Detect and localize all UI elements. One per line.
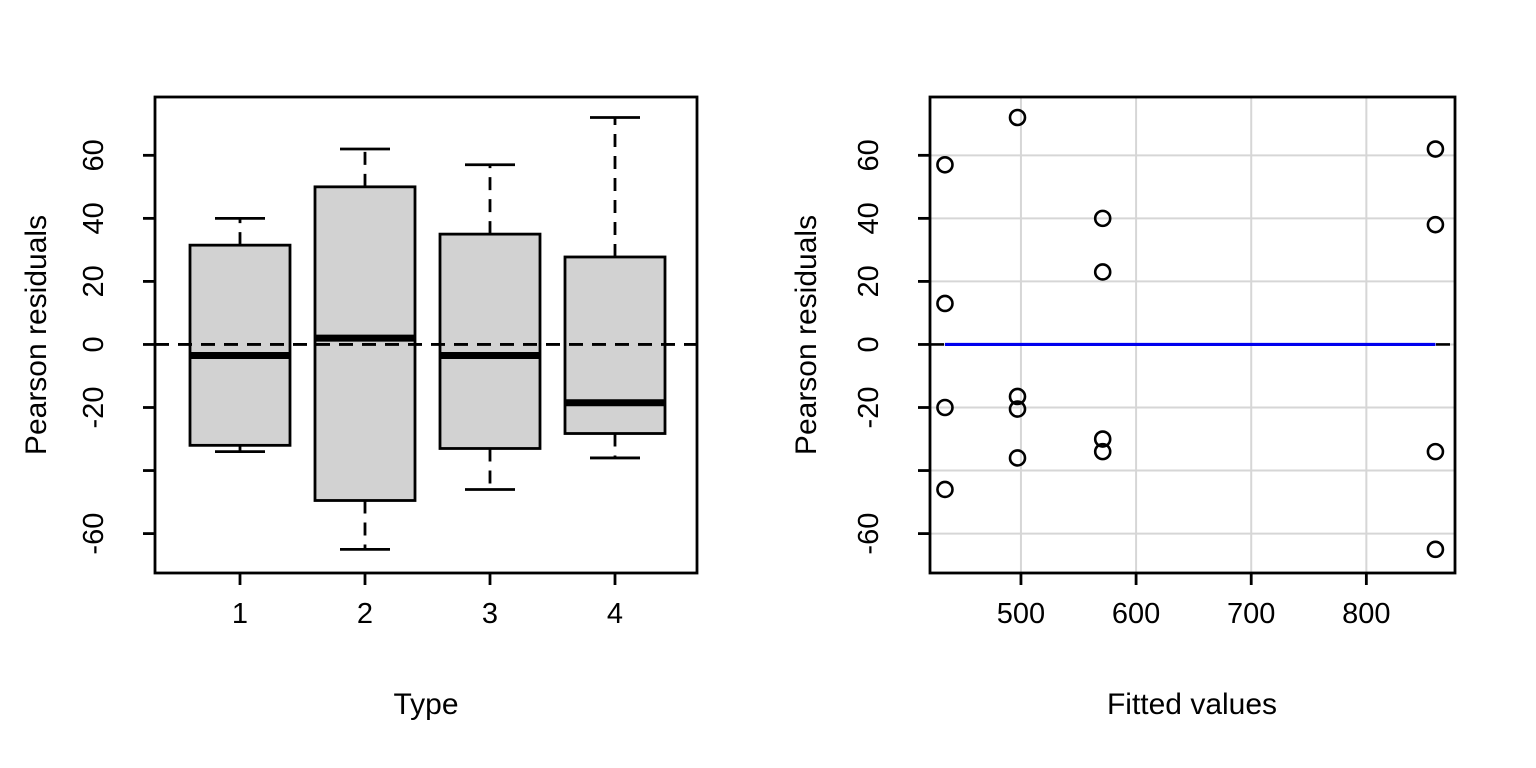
data-point: [1426, 540, 1445, 559]
y-tick-label: 0: [853, 336, 885, 352]
y-tick-label: 0: [78, 336, 110, 352]
x-tick-label: 800: [1342, 598, 1390, 630]
boxplot-render-layer: 60 40 20 0 -20 -60 1 2 3 4: [78, 95, 699, 630]
y-tick-label: 40: [853, 202, 885, 234]
data-point: [1093, 442, 1112, 461]
data-point: [1093, 263, 1112, 281]
data-point: [936, 294, 954, 313]
x-tick-label: 4: [607, 598, 623, 630]
x-tick-label: 3: [482, 598, 498, 630]
boxplot-x-axis-title: Type: [393, 688, 458, 721]
x-tick-label: 700: [1227, 598, 1275, 630]
box-3: [438, 163, 542, 491]
box-1: [188, 216, 292, 454]
data-point: [1008, 400, 1027, 418]
plot-border: [928, 95, 1457, 575]
x-tick-label: 500: [997, 598, 1045, 630]
data-point: [936, 480, 954, 499]
data-point: [1426, 140, 1445, 158]
boxplot-figure: 60 40 20 0 -20 -60 1 2 3 4 Type Pearson residuals: [20, 95, 699, 721]
y-tick-label: 60: [78, 139, 110, 171]
data-point: [1008, 108, 1027, 127]
data-point: [1093, 209, 1112, 228]
box-4: [563, 116, 667, 460]
data-point: [936, 155, 954, 174]
iqr-box: [438, 232, 542, 450]
y-tick-label: 40: [78, 202, 110, 234]
gridlines: [930, 97, 1455, 573]
scatter-x-axis-title: Fitted values: [1107, 688, 1277, 721]
y-tick-label: -60: [78, 513, 110, 555]
data-point: [936, 398, 954, 417]
x-tick-label: 1: [232, 598, 248, 630]
y-tick-label: -20: [78, 387, 110, 429]
scatter-render-layer: 60 40 20 0 -20 -60 500 600 700 800: [853, 95, 1457, 630]
y-tick-label: 60: [853, 139, 885, 171]
scatter-figure: 60 40 20 0 -20 -60 500 600 700 800 Fitted values …: [768, 0, 1536, 768]
data-point: [1008, 449, 1027, 467]
scatter-points: [936, 108, 1445, 559]
data-point: [1093, 430, 1112, 448]
data-point: [1008, 387, 1027, 406]
x-tick-label: 600: [1112, 598, 1160, 630]
scatter-y-axis-title: Pearson residuals: [790, 215, 823, 455]
box-2: [313, 147, 417, 551]
y-tick-label: -60: [853, 513, 885, 555]
y-tick-label: 20: [78, 265, 110, 297]
data-point: [1426, 215, 1445, 234]
boxplot-svg: 60 40 20 0 -20 -60 1 2 3 4 Type Pearson residuals: [20, 95, 699, 721]
x-tick-label: 2: [357, 598, 373, 630]
y-tick-label: 20: [853, 265, 885, 297]
data-point: [1426, 442, 1445, 461]
boxplot-y-axis-title: Pearson residuals: [20, 215, 53, 455]
y-tick-label: -20: [853, 387, 885, 429]
plot-border: [153, 95, 699, 575]
